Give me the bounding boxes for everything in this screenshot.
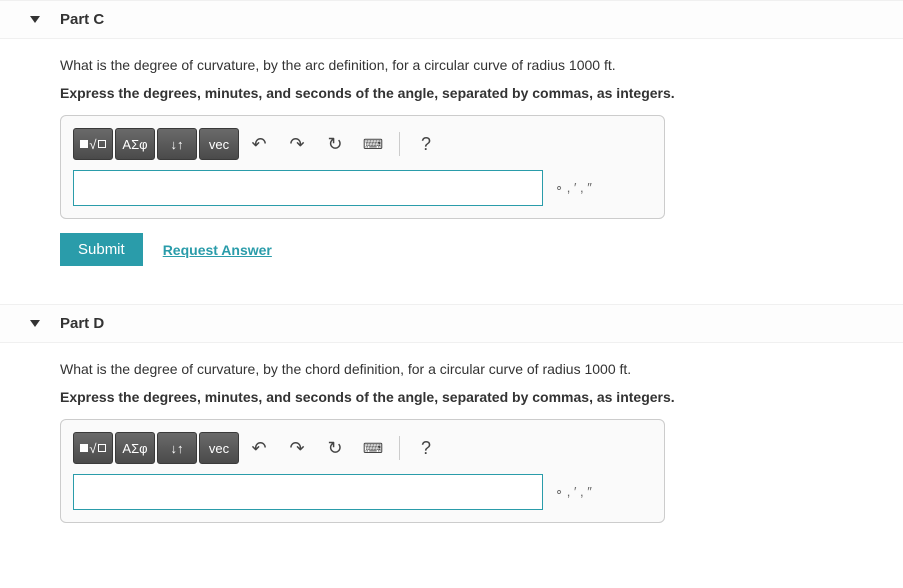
part-c-question: What is the degree of curvature, by the … [60, 57, 883, 73]
undo-button[interactable]: ↶ [241, 128, 277, 160]
redo-button[interactable]: ↷ [279, 432, 315, 464]
help-button[interactable]: ? [408, 432, 444, 464]
part-d-header[interactable]: Part D [0, 304, 903, 343]
help-button[interactable]: ? [408, 128, 444, 160]
part-c-body: What is the degree of curvature, by the … [0, 39, 903, 284]
part-d-answer-box: √ ΑΣφ ↓↑ vec ↶ ↷ ↻ ⌨ ? ∘ , ′ , ″ [60, 419, 665, 523]
symbols-button[interactable]: ΑΣφ [115, 432, 155, 464]
templates-icon: √ [80, 441, 105, 456]
input-row: ∘ , ′ , ″ [73, 170, 652, 206]
part-d-question: What is the degree of curvature, by the … [60, 361, 883, 377]
part-c-instruction: Express the degrees, minutes, and second… [60, 85, 883, 101]
reset-button[interactable]: ↻ [317, 128, 353, 160]
vec-button[interactable]: vec [199, 432, 239, 464]
input-row: ∘ , ′ , ″ [73, 474, 652, 510]
answer-input[interactable] [73, 170, 543, 206]
scripts-button[interactable]: ↓↑ [157, 432, 197, 464]
reset-button[interactable]: ↻ [317, 432, 353, 464]
request-answer-link[interactable]: Request Answer [163, 242, 272, 258]
collapse-down-icon [30, 320, 40, 327]
answer-toolbar: √ ΑΣφ ↓↑ vec ↶ ↷ ↻ ⌨ ? [73, 432, 652, 464]
part-c-title: Part C [60, 11, 104, 28]
unit-label: ∘ , ′ , ″ [555, 180, 592, 196]
action-row: Submit Request Answer [60, 233, 883, 266]
part-d-title: Part D [60, 315, 104, 332]
answer-toolbar: √ ΑΣφ ↓↑ vec ↶ ↷ ↻ ⌨ ? [73, 128, 652, 160]
part-d-body: What is the degree of curvature, by the … [0, 343, 903, 541]
part-d-section: Part D What is the degree of curvature, … [0, 304, 903, 561]
submit-button[interactable]: Submit [60, 233, 143, 266]
templates-button[interactable]: √ [73, 128, 113, 160]
templates-icon: √ [80, 137, 105, 152]
toolbar-separator [399, 436, 400, 460]
templates-button[interactable]: √ [73, 432, 113, 464]
keyboard-button[interactable]: ⌨ [355, 432, 391, 464]
symbols-button[interactable]: ΑΣφ [115, 128, 155, 160]
part-c-section: Part C What is the degree of curvature, … [0, 0, 903, 304]
collapse-down-icon [30, 16, 40, 23]
toolbar-separator [399, 132, 400, 156]
answer-input[interactable] [73, 474, 543, 510]
part-c-answer-box: √ ΑΣφ ↓↑ vec ↶ ↷ ↻ ⌨ ? ∘ , ′ , ″ [60, 115, 665, 219]
undo-button[interactable]: ↶ [241, 432, 277, 464]
keyboard-button[interactable]: ⌨ [355, 128, 391, 160]
redo-button[interactable]: ↷ [279, 128, 315, 160]
unit-label: ∘ , ′ , ″ [555, 484, 592, 500]
part-c-header[interactable]: Part C [0, 0, 903, 39]
part-d-instruction: Express the degrees, minutes, and second… [60, 389, 883, 405]
vec-button[interactable]: vec [199, 128, 239, 160]
scripts-button[interactable]: ↓↑ [157, 128, 197, 160]
